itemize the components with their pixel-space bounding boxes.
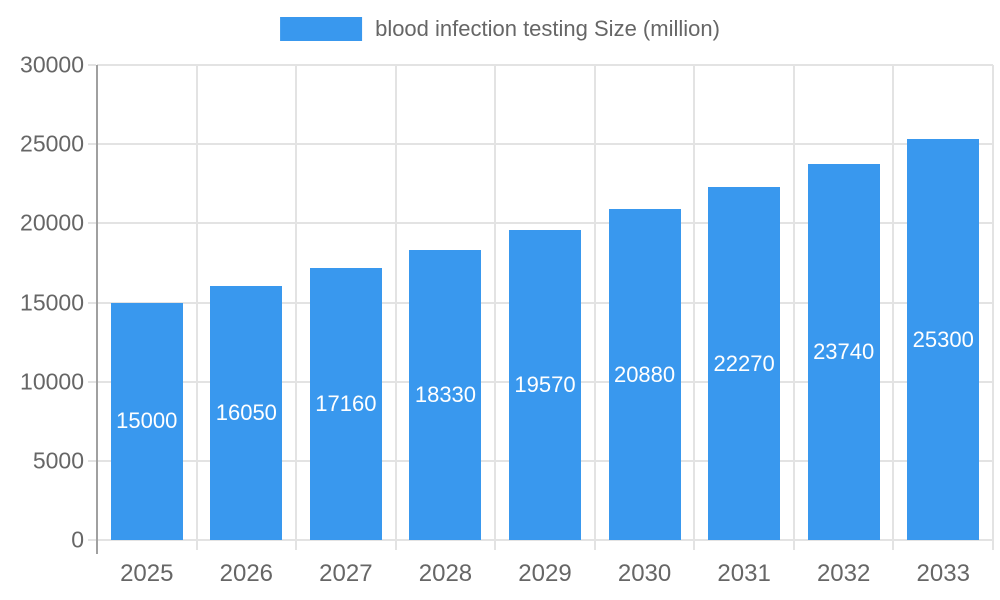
x-tick-mark <box>195 540 198 550</box>
legend-swatch <box>280 17 363 41</box>
x-tick-mark <box>593 540 596 550</box>
x-gridline <box>693 65 696 540</box>
x-tick-mark <box>892 540 895 550</box>
x-tick-label: 2031 <box>717 560 771 587</box>
legend-label: blood infection testing Size (million) <box>375 16 720 41</box>
bar-value-label: 16050 <box>215 399 277 425</box>
x-gridline <box>992 65 994 540</box>
bar[interactable] <box>110 302 183 540</box>
y-tick-mark <box>88 539 96 541</box>
y-tick-label: 10000 <box>20 368 84 395</box>
bar-value-label: 15000 <box>116 408 178 434</box>
x-gridline <box>494 65 497 540</box>
x-tick-mark <box>494 540 497 550</box>
plot-area: 0 5000 10000 15000 20000 25000 30000 15000 2025 1… <box>20 52 994 587</box>
legend[interactable]: blood infection testing Size (million) <box>280 16 720 42</box>
x-tick-label: 2030 <box>617 560 672 587</box>
y-axis-line <box>96 65 98 554</box>
y-tick-mark <box>88 301 96 304</box>
x-gridline <box>792 65 795 540</box>
x-tick-label: 2033 <box>916 560 970 587</box>
y-gridline <box>97 143 993 146</box>
x-tick-label: 2029 <box>518 560 572 587</box>
bar[interactable] <box>210 285 283 540</box>
x-tick-mark <box>792 540 795 550</box>
y-tick-mark <box>88 143 96 146</box>
y-gridline <box>97 539 993 541</box>
x-tick-label: 2032 <box>816 560 871 587</box>
y-tick-label: 5000 <box>32 447 84 474</box>
bar[interactable] <box>309 268 382 540</box>
bar-value-label: 17160 <box>315 391 377 417</box>
y-tick-mark <box>88 459 96 462</box>
bar-value-label: 18330 <box>414 381 477 407</box>
bar[interactable] <box>807 164 880 540</box>
y-tick-label: 20000 <box>20 209 84 236</box>
x-tick-mark <box>295 540 298 550</box>
x-gridline <box>892 65 895 540</box>
y-tick-mark <box>88 222 96 225</box>
y-tick-label: 25000 <box>20 130 84 157</box>
bar[interactable] <box>708 187 781 540</box>
y-tick-mark <box>88 64 96 66</box>
bar[interactable] <box>409 249 482 540</box>
x-tick-label: 2026 <box>219 560 274 587</box>
x-tick-label: 2025 <box>120 560 174 587</box>
y-gridline <box>97 222 993 225</box>
bar[interactable] <box>907 139 980 540</box>
bar[interactable] <box>509 230 581 540</box>
y-tick-mark <box>88 380 96 383</box>
bar-value-label: 22270 <box>713 350 775 376</box>
bar-value-label: 20880 <box>613 361 676 387</box>
x-gridline <box>593 65 596 540</box>
y-tick-label: 30000 <box>20 51 84 78</box>
x-tick-mark <box>693 540 696 550</box>
bar-value-label: 19570 <box>514 372 576 398</box>
y-tick-label: 0 <box>71 526 84 553</box>
x-tick-label: 2028 <box>418 560 473 587</box>
x-tick-mark <box>394 540 397 550</box>
x-gridline <box>394 65 397 540</box>
x-gridline <box>195 65 198 540</box>
bar-value-label: 23740 <box>813 339 875 365</box>
x-tick-label: 2027 <box>319 560 373 587</box>
bar[interactable] <box>608 209 681 540</box>
x-gridline <box>295 65 298 540</box>
x-tick-mark <box>992 540 994 550</box>
y-tick-label: 15000 <box>20 289 84 315</box>
y-gridline <box>97 64 993 66</box>
bar-value-label: 25300 <box>912 326 974 352</box>
